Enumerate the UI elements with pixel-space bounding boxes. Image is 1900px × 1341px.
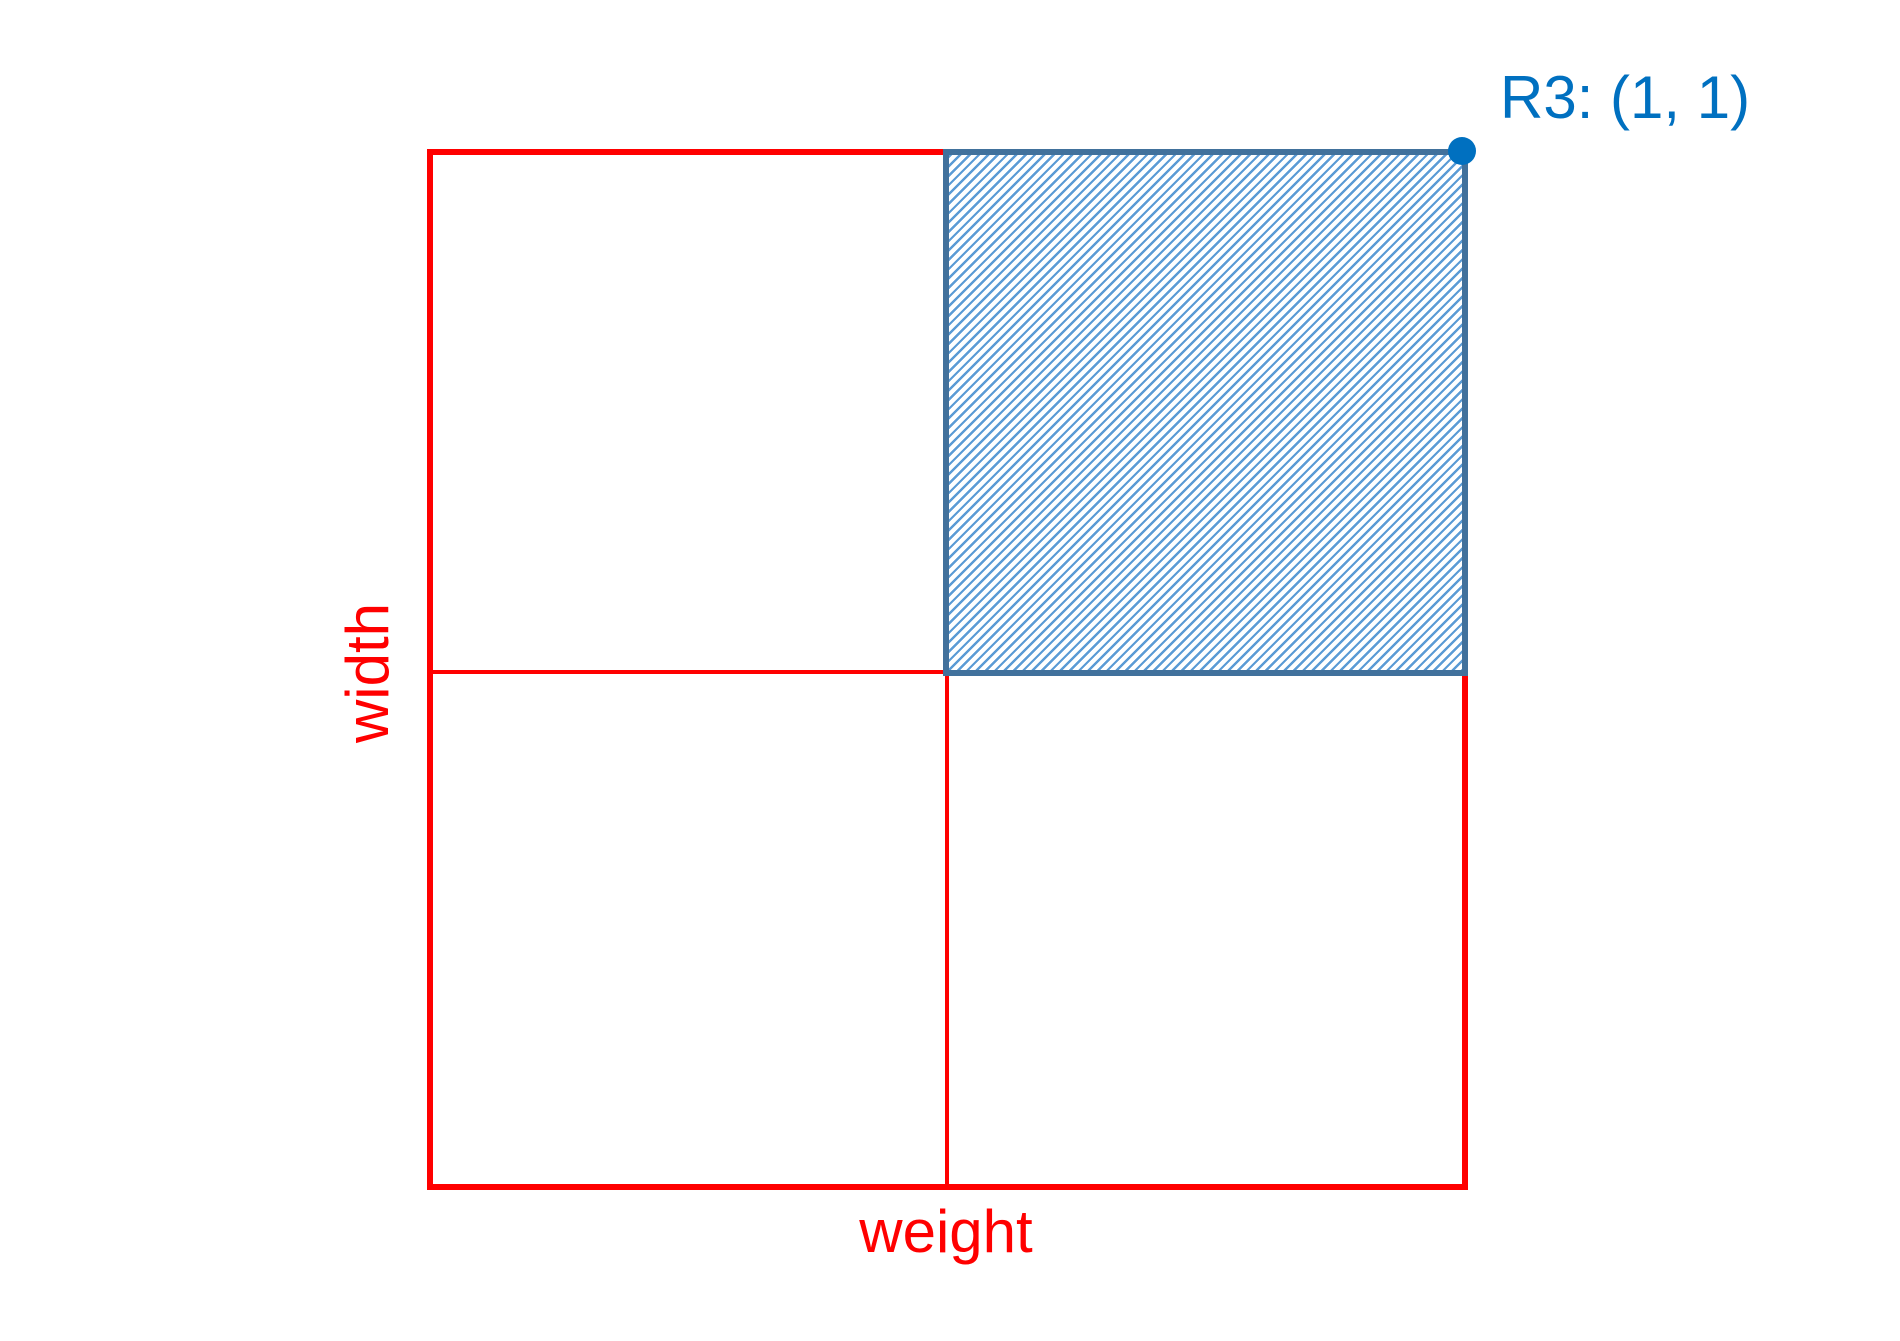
region-r3-hatched-square: [943, 149, 1468, 676]
corner-point-marker: [1448, 137, 1476, 165]
x-axis-label: weight: [859, 1198, 1033, 1265]
region-r3-label: R3: (1, 1): [1500, 64, 1751, 131]
y-axis-label: width: [334, 602, 401, 744]
